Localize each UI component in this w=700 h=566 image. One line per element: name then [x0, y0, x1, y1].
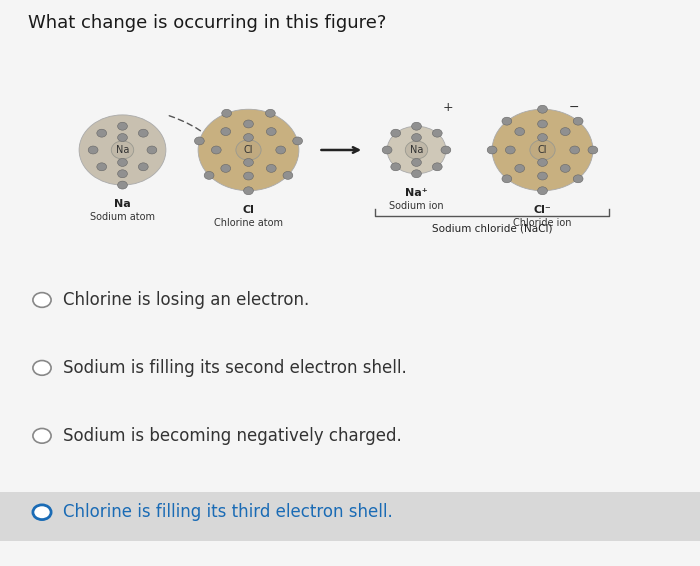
Text: Na: Na: [116, 145, 130, 155]
Circle shape: [538, 172, 547, 180]
Circle shape: [510, 124, 575, 176]
Text: Chlorine is losing an electron.: Chlorine is losing an electron.: [63, 291, 309, 309]
Circle shape: [283, 171, 293, 179]
Circle shape: [505, 146, 515, 154]
Circle shape: [204, 171, 214, 179]
Text: Sodium ion: Sodium ion: [389, 201, 444, 211]
Circle shape: [570, 146, 580, 154]
Circle shape: [514, 127, 524, 135]
Circle shape: [530, 140, 555, 160]
Circle shape: [487, 146, 497, 154]
Circle shape: [147, 146, 157, 154]
Circle shape: [412, 158, 421, 166]
Circle shape: [33, 361, 51, 375]
Text: −: −: [568, 101, 580, 114]
Circle shape: [33, 505, 51, 520]
Circle shape: [538, 134, 547, 142]
Text: Sodium is filling its second electron shell.: Sodium is filling its second electron sh…: [63, 359, 407, 377]
Text: Na⁺: Na⁺: [405, 188, 428, 198]
Circle shape: [139, 129, 148, 137]
Text: Chlorine atom: Chlorine atom: [214, 218, 283, 228]
Circle shape: [401, 138, 432, 162]
Text: Cl: Cl: [243, 205, 254, 215]
Circle shape: [527, 138, 558, 162]
Circle shape: [244, 134, 253, 142]
Circle shape: [33, 428, 51, 443]
Text: Cl: Cl: [538, 145, 547, 155]
Circle shape: [118, 181, 127, 189]
Circle shape: [538, 187, 547, 195]
Circle shape: [391, 129, 400, 137]
Text: Na: Na: [410, 145, 424, 155]
Text: Sodium atom: Sodium atom: [90, 212, 155, 222]
Circle shape: [244, 158, 253, 166]
Circle shape: [293, 137, 302, 145]
Circle shape: [412, 134, 421, 142]
Circle shape: [244, 120, 253, 128]
Text: Sodium chloride (NaCl): Sodium chloride (NaCl): [431, 223, 552, 233]
Circle shape: [573, 117, 583, 125]
Circle shape: [222, 109, 232, 117]
Circle shape: [441, 146, 451, 154]
Circle shape: [267, 127, 276, 135]
Circle shape: [391, 163, 400, 171]
Circle shape: [561, 165, 570, 173]
Circle shape: [88, 146, 98, 154]
Circle shape: [97, 163, 106, 171]
Circle shape: [244, 172, 253, 180]
Circle shape: [405, 141, 428, 159]
Text: Sodium is becoming negatively charged.: Sodium is becoming negatively charged.: [63, 427, 402, 445]
Circle shape: [118, 122, 127, 130]
Text: Cl: Cl: [244, 145, 253, 155]
Text: Chloride ion: Chloride ion: [513, 218, 572, 228]
Text: Cl⁻: Cl⁻: [533, 205, 552, 215]
Circle shape: [97, 129, 106, 137]
Circle shape: [502, 117, 512, 125]
Circle shape: [220, 165, 230, 173]
Circle shape: [267, 165, 276, 173]
Circle shape: [538, 158, 547, 166]
Circle shape: [538, 105, 547, 113]
Circle shape: [492, 109, 593, 191]
Circle shape: [412, 122, 421, 130]
Circle shape: [79, 115, 166, 185]
Circle shape: [387, 126, 446, 174]
Circle shape: [265, 109, 275, 117]
Circle shape: [107, 138, 138, 162]
Circle shape: [276, 146, 286, 154]
Circle shape: [220, 127, 230, 135]
Circle shape: [236, 140, 261, 160]
Circle shape: [216, 124, 281, 176]
Circle shape: [118, 134, 127, 142]
Text: Chlorine is filling its third electron shell.: Chlorine is filling its third electron s…: [63, 503, 393, 521]
Circle shape: [111, 141, 134, 159]
Circle shape: [244, 187, 253, 195]
FancyBboxPatch shape: [0, 492, 700, 541]
Circle shape: [93, 126, 152, 174]
Text: What change is occurring in this figure?: What change is occurring in this figure?: [28, 14, 386, 32]
Circle shape: [412, 170, 421, 178]
Circle shape: [211, 146, 221, 154]
Circle shape: [139, 163, 148, 171]
Circle shape: [233, 138, 264, 162]
Circle shape: [382, 146, 392, 154]
Circle shape: [33, 293, 51, 307]
Circle shape: [198, 109, 299, 191]
Text: +: +: [442, 101, 454, 114]
Circle shape: [195, 137, 204, 145]
Circle shape: [588, 146, 598, 154]
Circle shape: [118, 158, 127, 166]
Text: Na: Na: [114, 199, 131, 209]
Circle shape: [538, 120, 547, 128]
Circle shape: [433, 129, 442, 137]
Circle shape: [502, 175, 512, 183]
Circle shape: [514, 165, 524, 173]
Circle shape: [561, 127, 570, 135]
Circle shape: [118, 170, 127, 178]
Circle shape: [433, 163, 442, 171]
Circle shape: [573, 175, 583, 183]
